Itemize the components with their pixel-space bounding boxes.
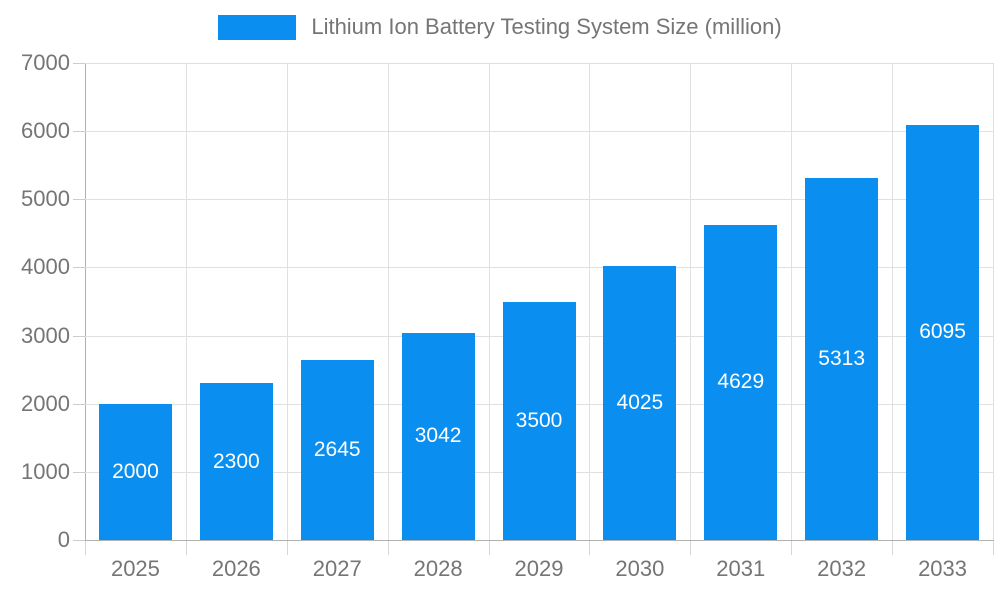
bar[interactable]: 2645 [300, 359, 374, 540]
x-axis-label: 2030 [615, 556, 665, 581]
x-axis-label: 2033 [918, 556, 968, 581]
x-axis-tick [791, 541, 793, 555]
bar-value-label: 3042 [414, 424, 462, 448]
bar-value-label: 4025 [616, 390, 664, 414]
x-axis-tick [85, 541, 86, 555]
x-axis-label: 2026 [211, 556, 261, 581]
y-axis-tick [73, 199, 85, 201]
vertical-gridline [791, 63, 793, 540]
x-axis-tick [690, 541, 692, 555]
horizontal-gridline [85, 63, 993, 64]
bar-value-label: 2000 [112, 459, 159, 483]
bar[interactable]: 3500 [502, 301, 576, 540]
x-axis-tick [589, 541, 591, 555]
vertical-gridline [387, 63, 389, 540]
x-axis-tick [993, 541, 994, 555]
bar[interactable]: 2300 [199, 383, 273, 540]
bar-value-label: 2645 [313, 437, 361, 461]
bar-value-label: 3500 [515, 408, 563, 432]
y-axis-label: 2000 [21, 390, 70, 416]
x-axis-tick [387, 541, 389, 555]
x-axis-label: 2028 [413, 556, 463, 581]
x-axis-tick [488, 541, 490, 555]
bar-value-label: 6095 [919, 320, 966, 344]
y-axis-tick [73, 63, 85, 64]
vertical-gridline [690, 63, 692, 540]
y-axis-label: 4000 [21, 254, 70, 280]
vertical-gridline [488, 63, 490, 540]
legend-swatch-icon [218, 14, 297, 40]
y-axis-tick [73, 131, 85, 133]
bar[interactable]: 5313 [805, 177, 879, 540]
y-axis-tick [73, 267, 85, 269]
bar[interactable]: 6095 [906, 124, 980, 540]
vertical-gridline [589, 63, 591, 540]
horizontal-gridline [85, 131, 993, 133]
y-axis-tick [73, 471, 85, 473]
y-axis-tick [73, 335, 85, 337]
bar[interactable]: 3042 [401, 332, 475, 540]
bar[interactable]: 4629 [704, 224, 778, 540]
y-axis-tick [73, 540, 85, 541]
y-axis-label: 6000 [21, 118, 70, 144]
x-axis-label: 2031 [716, 556, 766, 581]
x-axis-label: 2029 [514, 556, 564, 581]
x-axis-tick [185, 541, 187, 555]
vertical-gridline [892, 63, 894, 540]
x-axis-tick [286, 541, 288, 555]
y-axis-label: 3000 [21, 322, 70, 348]
x-axis-label: 2032 [817, 556, 867, 581]
plot-area: 2000 2300 2645 3042 3500 4025 4629 5313 6095 [85, 63, 994, 540]
bar[interactable]: 2000 [98, 403, 172, 540]
chart-legend[interactable]: Lithium Ion Battery Testing System Size … [0, 14, 1000, 40]
y-axis-label: 7000 [21, 50, 70, 75]
horizontal-gridline [85, 267, 993, 269]
y-axis-line [85, 63, 86, 553]
horizontal-gridline [85, 199, 993, 201]
x-axis-label: 2025 [110, 556, 160, 581]
y-axis-label: 5000 [21, 186, 70, 212]
y-axis-label: 1000 [21, 458, 70, 484]
x-axis-label: 2027 [312, 556, 362, 581]
x-axis-line [85, 540, 994, 541]
x-axis-tick [892, 541, 894, 555]
vertical-gridline [286, 63, 288, 540]
bar-value-label: 5313 [818, 346, 866, 370]
legend-label: Lithium Ion Battery Testing System Size … [311, 14, 782, 39]
bar-value-label: 2300 [212, 449, 260, 473]
y-axis-label: 0 [57, 527, 70, 552]
bar-value-label: 4629 [717, 370, 765, 394]
y-axis-tick [73, 403, 85, 405]
bar[interactable]: 4025 [603, 265, 677, 540]
vertical-gridline [185, 63, 187, 540]
vertical-gridline [993, 63, 994, 540]
